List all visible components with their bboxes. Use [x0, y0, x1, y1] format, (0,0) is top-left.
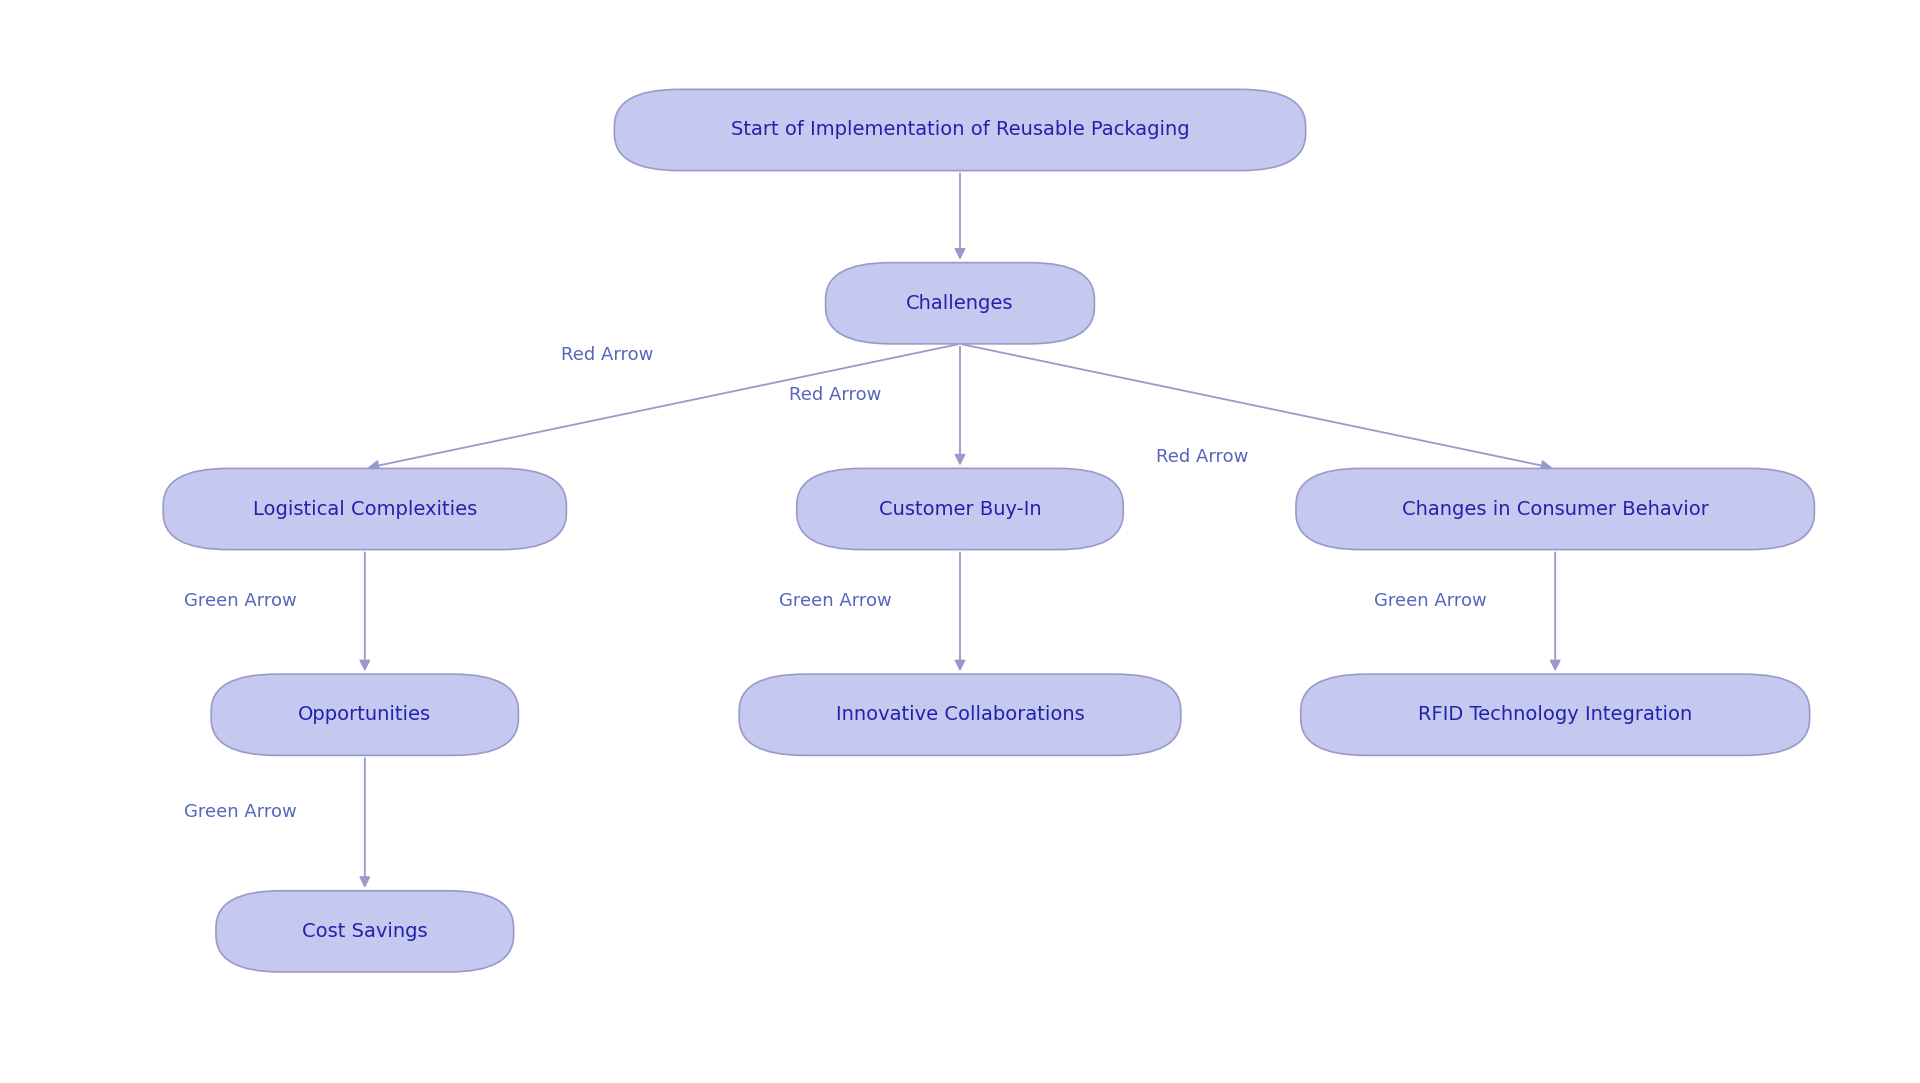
FancyBboxPatch shape [215, 890, 515, 973]
FancyBboxPatch shape [211, 674, 518, 756]
Text: Red Arrow: Red Arrow [561, 347, 653, 364]
Text: Innovative Collaborations: Innovative Collaborations [835, 705, 1085, 725]
FancyBboxPatch shape [1302, 674, 1809, 756]
Text: Green Arrow: Green Arrow [780, 592, 891, 610]
Text: Changes in Consumer Behavior: Changes in Consumer Behavior [1402, 499, 1709, 519]
Text: Red Arrow: Red Arrow [1156, 448, 1248, 466]
Text: Customer Buy-In: Customer Buy-In [879, 499, 1041, 519]
Text: Challenges: Challenges [906, 293, 1014, 313]
Text: Opportunities: Opportunities [298, 705, 432, 725]
FancyBboxPatch shape [826, 263, 1094, 344]
FancyBboxPatch shape [1296, 469, 1814, 549]
Text: Start of Implementation of Reusable Packaging: Start of Implementation of Reusable Pack… [732, 120, 1188, 140]
FancyBboxPatch shape [614, 90, 1306, 170]
FancyBboxPatch shape [739, 674, 1181, 756]
FancyBboxPatch shape [163, 469, 566, 549]
Text: Red Arrow: Red Arrow [789, 387, 881, 404]
Text: Logistical Complexities: Logistical Complexities [253, 499, 476, 519]
Text: Cost Savings: Cost Savings [301, 922, 428, 941]
Text: RFID Technology Integration: RFID Technology Integration [1419, 705, 1692, 725]
Text: Green Arrow: Green Arrow [184, 804, 296, 821]
Text: Green Arrow: Green Arrow [184, 592, 296, 610]
Text: Green Arrow: Green Arrow [1375, 592, 1486, 610]
FancyBboxPatch shape [797, 469, 1123, 549]
